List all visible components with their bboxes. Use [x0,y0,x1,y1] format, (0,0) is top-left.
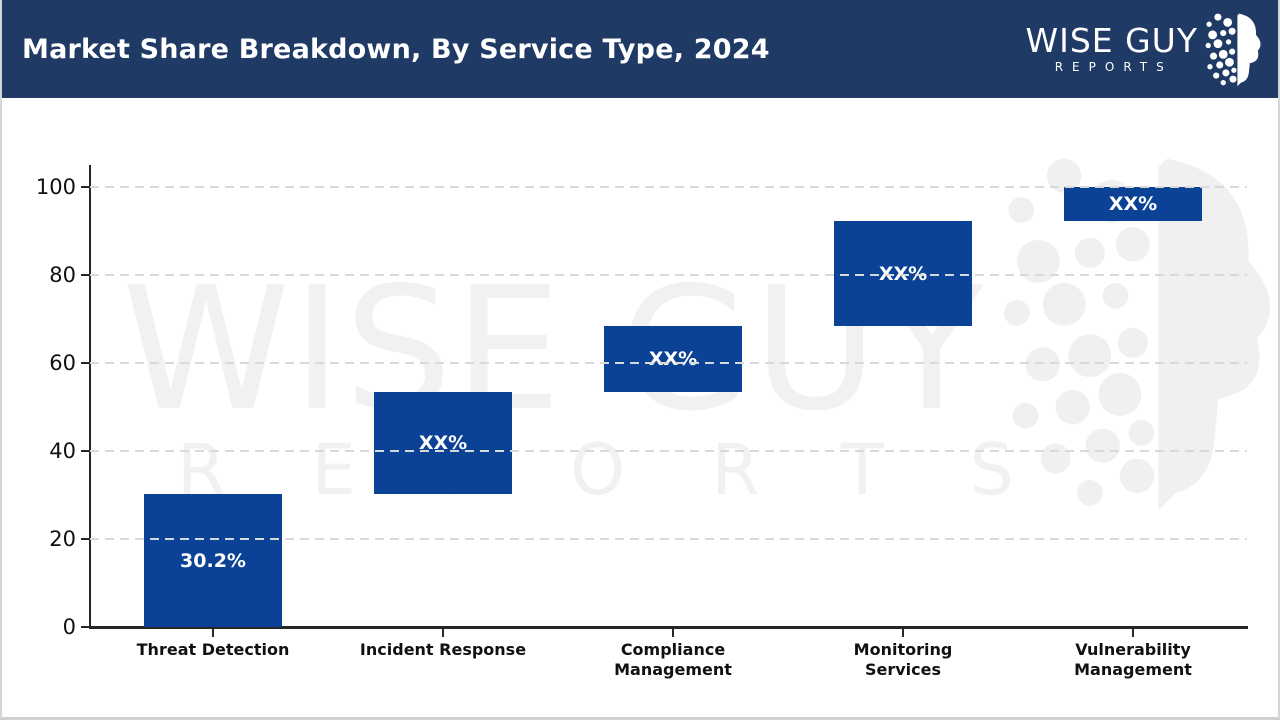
x-axis-line [89,626,1248,629]
category-label-line: Monitoring [853,640,953,659]
category-label-line: Services [864,660,942,679]
bar-value-label: XX% [878,262,928,285]
watermark-head-icon [987,140,1278,524]
page-title: Market Share Breakdown, By Service Type,… [22,33,770,65]
x-tick [212,629,214,637]
gridline [90,362,1247,364]
bar-threat-detection: 30.2% [144,494,282,627]
y-tick [81,626,89,628]
category-label-line: Management [614,660,732,679]
y-tick [81,450,89,452]
bar-value-label: XX% [648,348,698,371]
category-label-line: Compliance [620,640,726,659]
y-tick-label: 0 [62,615,76,639]
category-label: Threat Detection [98,640,328,660]
gridline [90,274,1247,276]
brand-subname: REPORTS [1054,60,1173,74]
bar-value-label: 30.2% [180,549,246,572]
category-label-line: Threat Detection [136,640,290,659]
category-label-line: Management [1074,660,1192,679]
bar-value-label: XX% [1108,192,1158,215]
header-bar: Market Share Breakdown, By Service Type,… [2,0,1278,98]
y-tick [81,186,89,188]
category-label: Monitoring Services [788,640,1018,680]
x-tick [902,629,904,637]
category-label-line: Incident Response [359,640,527,659]
wiseguy-head-icon [1202,10,1264,88]
category-label: Incident Response [328,640,558,660]
y-axis-line [89,165,91,629]
watermark-reports-text: REPORTS [177,429,1100,511]
y-tick [81,362,89,364]
brand-name: WISE GUY [1025,21,1198,60]
brand-logo-text: WISE GUY REPORTS [1025,24,1198,74]
y-tick [81,274,89,276]
bar-incident-response: XX% [374,392,512,495]
gridline [90,186,1247,188]
y-tick-label: 80 [49,263,76,287]
y-tick-label: 20 [49,527,76,551]
x-tick [1132,629,1134,637]
brand-logo: WISE GUY REPORTS [1025,10,1264,88]
y-tick-label: 60 [49,351,76,375]
category-label-line: Vulnerability [1075,640,1191,659]
bar-compliance-management: XX% [604,326,742,392]
category-label: Vulnerability Management [1018,640,1248,680]
category-label: Compliance Management [558,640,788,680]
gridline [90,450,1247,452]
y-tick-label: 100 [35,175,76,199]
x-tick [672,629,674,637]
bar-monitoring-services: XX% [834,221,972,327]
bar-value-label: XX% [418,432,468,455]
x-tick [442,629,444,637]
bar-vulnerability-management: XX% [1064,187,1202,221]
gridline [90,538,1247,540]
y-tick-label: 40 [49,439,76,463]
y-tick [81,538,89,540]
